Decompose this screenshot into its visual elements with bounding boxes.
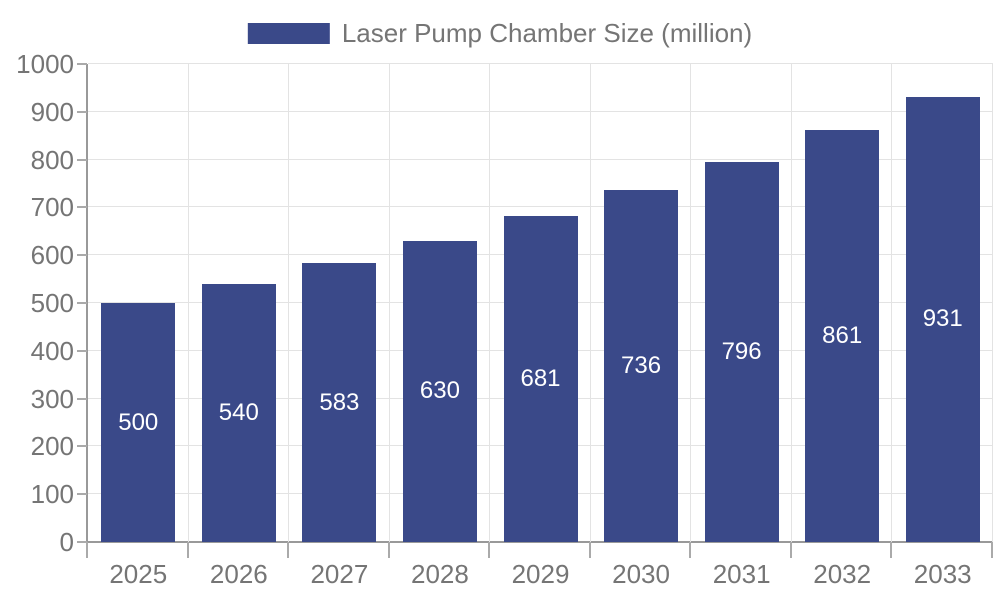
gridline-vertical: [891, 64, 893, 542]
bar-value-label: 500: [118, 408, 159, 436]
x-axis-tick: [186, 542, 189, 558]
x-axis-tick-label: 2025: [109, 559, 168, 589]
y-axis-tick: [77, 541, 87, 543]
bar-value-label: 681: [520, 365, 561, 393]
bar-2030[interactable]: 736: [604, 190, 679, 542]
y-axis-tick-label: 0: [59, 527, 74, 557]
x-axis-tick: [789, 542, 792, 558]
gridline-horizontal: [88, 63, 993, 64]
bar-2027[interactable]: 583: [302, 263, 377, 542]
y-axis-tick: [77, 302, 87, 304]
y-axis-tick-label: 1000: [16, 49, 74, 79]
x-axis-tick: [588, 542, 591, 558]
x-axis-tick-label: 2028: [411, 559, 469, 589]
gridline-horizontal: [88, 110, 993, 112]
x-axis-tick: [689, 542, 692, 558]
bar-2033[interactable]: 931: [905, 96, 980, 542]
y-axis-tick: [77, 445, 87, 448]
y-axis-tick-label: 400: [30, 335, 74, 366]
x-axis-tick: [86, 542, 88, 558]
gridline-vertical: [992, 64, 993, 542]
y-axis-tick-label: 500: [30, 288, 74, 318]
gridline-vertical: [489, 64, 491, 542]
y-axis-tick-label: 200: [30, 431, 74, 462]
bar-2032[interactable]: 861: [805, 130, 880, 542]
gridline-vertical: [589, 64, 591, 542]
bar-value-label: 630: [419, 377, 460, 405]
plot-area: 500 540 583 630 681 736 796 861 931: [88, 63, 993, 542]
y-axis-tick-label: 700: [30, 192, 74, 223]
x-axis-tick-label: 2027: [310, 559, 369, 589]
bar-value-label: 796: [721, 337, 762, 365]
y-axis-tick: [77, 158, 87, 161]
gridline-vertical: [187, 64, 189, 542]
y-axis-tick-label: 800: [30, 144, 74, 175]
x-axis-tick-label: 2026: [209, 559, 268, 589]
y-axis-tick-label: 600: [30, 240, 74, 271]
legend-swatch: [247, 22, 330, 44]
legend-item[interactable]: Laser Pump Chamber Size (million): [247, 18, 753, 48]
x-axis-tick: [991, 542, 993, 558]
x-axis-tick-label: 2033: [913, 559, 972, 589]
x-axis-tick-label: 2029: [511, 559, 570, 589]
y-axis-tick: [77, 349, 87, 352]
bar-value-label: 736: [621, 352, 662, 380]
bar-2029[interactable]: 681: [503, 216, 578, 542]
gridline-horizontal: [88, 206, 993, 208]
bar-value-label: 861: [822, 322, 863, 350]
bar-2026[interactable]: 540: [201, 283, 276, 542]
y-axis-tick: [77, 254, 87, 257]
bar-value-label: 540: [218, 398, 259, 426]
y-axis-tick: [77, 397, 87, 400]
gridline-horizontal: [88, 158, 993, 160]
y-axis-tick-label: 900: [30, 96, 74, 127]
bar-2031[interactable]: 796: [704, 161, 779, 542]
x-axis-tick: [287, 542, 290, 558]
y-axis-tick-label: 100: [30, 479, 74, 510]
y-axis-tick: [77, 206, 87, 209]
y-axis-tick: [77, 493, 87, 496]
gridline-vertical: [288, 64, 290, 542]
x-axis-tick-label: 2032: [813, 559, 872, 589]
x-axis-tick: [890, 542, 893, 558]
x-axis-line: [86, 541, 993, 543]
y-axis-tick: [77, 110, 87, 113]
bar-value-label: 931: [922, 305, 963, 333]
y-axis-tick-label: 300: [30, 383, 74, 414]
bar-2025[interactable]: 500: [101, 303, 176, 542]
x-axis-tick-label: 2031: [712, 559, 771, 589]
legend-label: Laser Pump Chamber Size (million): [341, 18, 753, 48]
x-axis-tick: [387, 542, 390, 558]
bar-value-label: 583: [319, 388, 360, 416]
gridline-vertical: [690, 64, 692, 542]
y-axis-line: [86, 64, 88, 542]
bar-2028[interactable]: 630: [402, 240, 477, 542]
x-axis-tick: [488, 542, 491, 558]
y-axis-tick: [77, 63, 87, 65]
gridline-vertical: [790, 64, 792, 542]
gridline-vertical: [388, 64, 390, 542]
x-axis-tick-label: 2030: [612, 559, 670, 589]
